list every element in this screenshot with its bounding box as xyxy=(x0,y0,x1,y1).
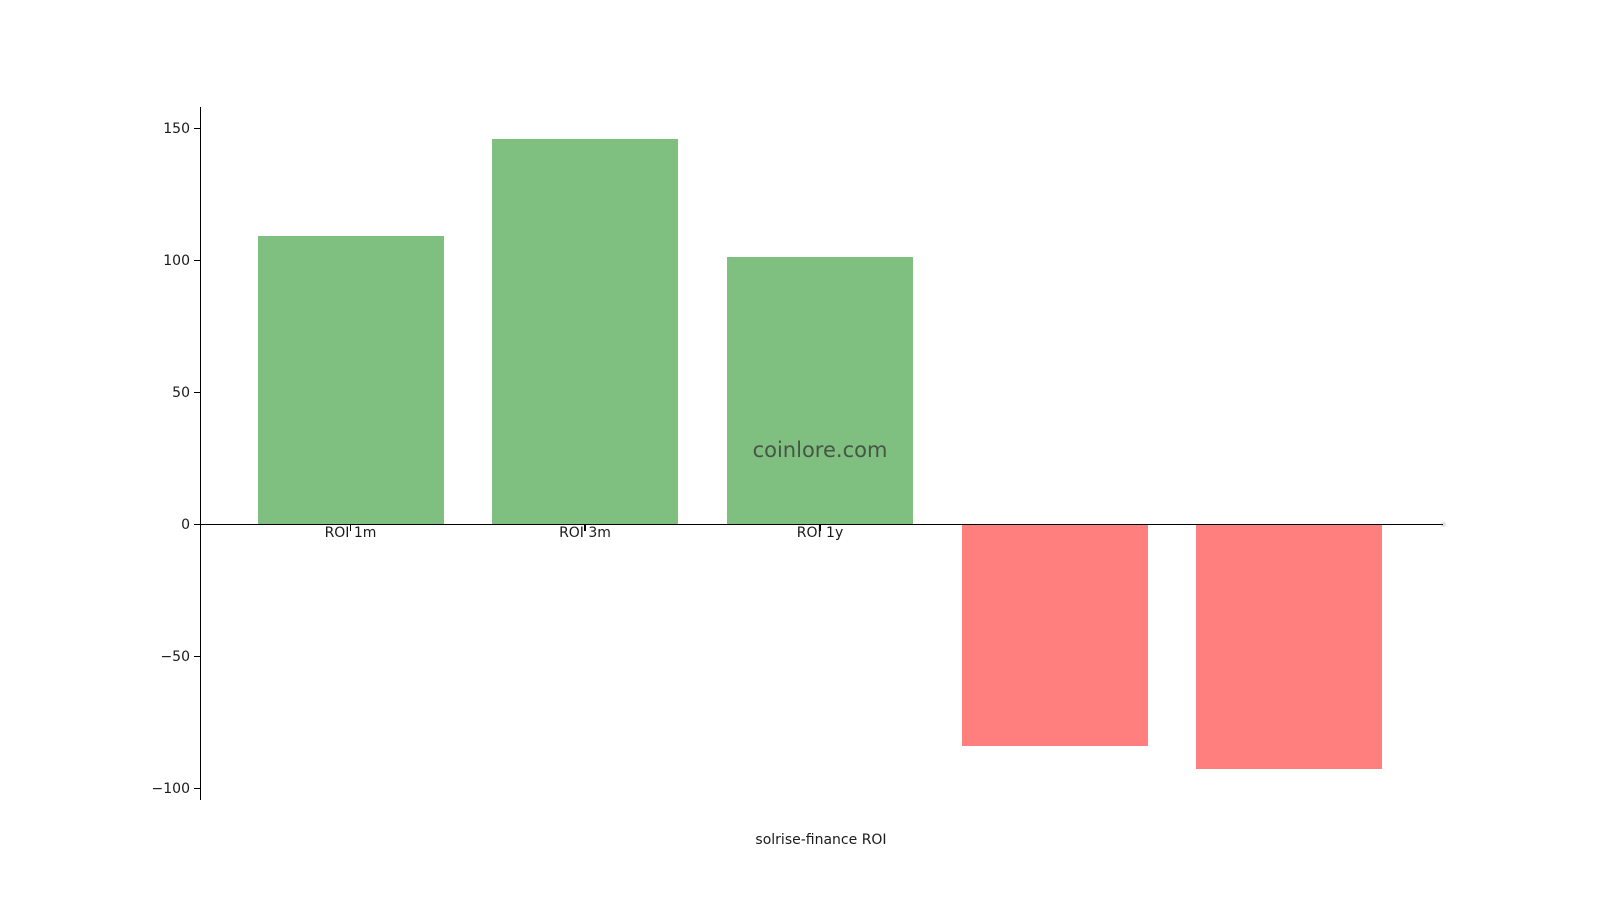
zero-axis-line xyxy=(200,524,1443,526)
y-tick-label: −100 xyxy=(151,780,190,797)
x-tick-mark xyxy=(819,525,821,532)
bar-roi-1y xyxy=(727,256,913,525)
x-tick-label: ROI 1y xyxy=(796,525,844,541)
y-tick-label: 150 xyxy=(163,120,190,137)
y-tick-mark xyxy=(194,788,200,790)
x-tick-mark xyxy=(349,525,352,532)
y-tick-mark xyxy=(194,260,200,262)
bar-roi-3m xyxy=(492,138,678,525)
y-tick-mark xyxy=(194,656,200,658)
y-tick-label: 50 xyxy=(172,384,190,401)
x-tick-label: ROI 1m xyxy=(324,525,377,541)
y-tick-mark xyxy=(194,128,200,130)
y-tick-label: −50 xyxy=(160,648,190,665)
bar-roi-1m xyxy=(257,235,444,525)
bar-4 xyxy=(961,524,1148,747)
axis-end-dot xyxy=(1441,522,1446,528)
y-tick-mark xyxy=(194,524,200,526)
y-tick-label: 0 xyxy=(181,516,190,533)
y-axis-spine xyxy=(200,107,202,801)
y-tick-mark xyxy=(194,392,200,394)
x-axis-title: solrise-finance ROI xyxy=(755,832,887,848)
watermark-text: coinlore.com xyxy=(752,438,888,462)
x-tick-label: ROI 3m xyxy=(559,525,611,541)
bar-5 xyxy=(1196,524,1382,769)
x-tick-mark xyxy=(584,525,586,532)
y-tick-label: 100 xyxy=(163,252,190,269)
